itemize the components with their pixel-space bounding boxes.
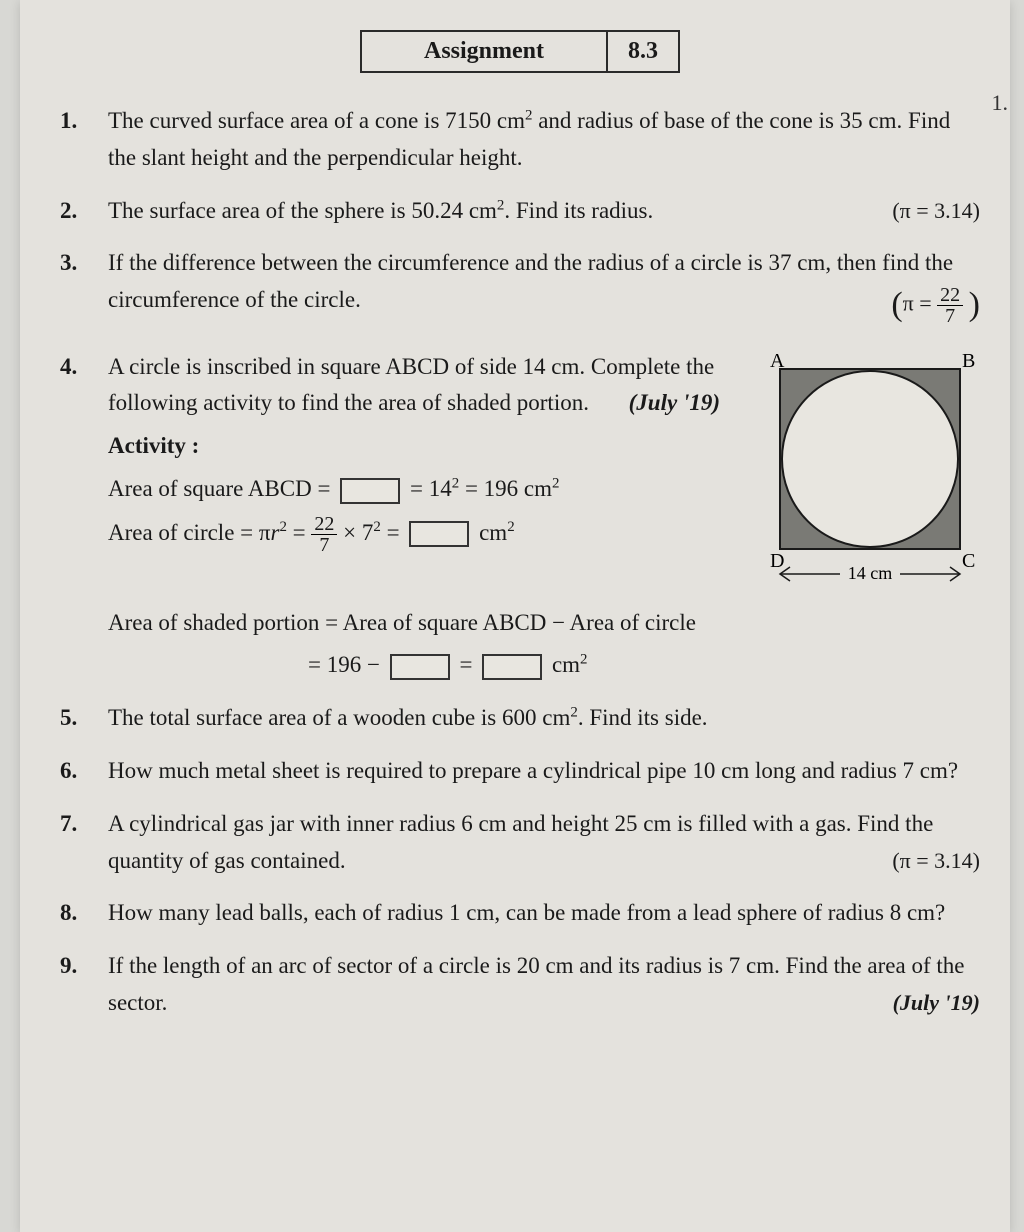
q5-text-b: . Find its side. xyxy=(578,705,708,730)
q4-circ-lab: Area of circle = π xyxy=(108,520,271,545)
q7-pi: (π = 3.14) xyxy=(892,843,980,878)
question-4: A circle is inscribed in square ABCD of … xyxy=(60,349,980,685)
frac-num: 22 xyxy=(937,285,963,306)
frac-den: 7 xyxy=(311,535,337,555)
sup-2: 2 xyxy=(552,475,559,491)
question-8: How many lead balls, each of radius 1 cm… xyxy=(60,895,980,932)
blank-box xyxy=(482,654,542,680)
q4-sq-label: Area of square ABCD = xyxy=(108,476,330,501)
q6-text: How much metal sheet is required to prep… xyxy=(108,758,958,783)
q4-shade-calc: = 196 − = cm2 xyxy=(308,647,980,684)
q9-date: (July '19) xyxy=(893,985,980,1020)
q4-square-eq: Area of square ABCD = = 142 = 196 cm2 xyxy=(108,471,740,508)
sup-2: 2 xyxy=(580,652,587,668)
q3-pi: (π = 22 7 ) xyxy=(891,278,980,332)
q4-shade-a: Area of shaded portion = Area of square … xyxy=(108,605,980,642)
q4-circle-eq: Area of circle = πr2 = 22 7 × 72 = cm2 xyxy=(108,514,740,555)
frac-num: 22 xyxy=(311,514,337,535)
q9-text: If the length of an arc of sector of a c… xyxy=(108,953,964,1015)
q4-shade-c: = xyxy=(459,652,478,677)
sup-2: 2 xyxy=(452,475,459,491)
question-2: The surface area of the sphere is 50.24 … xyxy=(60,193,980,230)
q2-text-a: The surface area of the sphere is 50.24 … xyxy=(108,198,497,223)
fraction-22-7: 22 7 xyxy=(937,285,963,326)
q2-pi: (π = 3.14) xyxy=(892,193,980,228)
sup-2: 2 xyxy=(507,519,514,535)
question-9: If the length of an arc of sector of a c… xyxy=(60,948,980,1022)
question-5: The total surface area of a wooden cube … xyxy=(60,700,980,737)
fraction-22-7: 22 7 xyxy=(311,514,337,555)
q5-text-a: The total surface area of a wooden cube … xyxy=(108,705,570,730)
q4-circ-eq-b: × 7 xyxy=(343,520,373,545)
q4-activity-label: Activity : xyxy=(108,428,740,465)
question-7: A cylindrical gas jar with inner radius … xyxy=(60,806,980,880)
q4-shade-unit: cm xyxy=(552,652,580,677)
assignment-header: Assignment 8.3 xyxy=(360,30,680,73)
assignment-number: 8.3 xyxy=(608,32,678,71)
q4-line1: A circle is inscribed in square ABCD of … xyxy=(108,354,714,416)
svg-text:14 cm: 14 cm xyxy=(848,563,893,583)
q2-text-b: . Find its radius. xyxy=(504,198,653,223)
assignment-label: Assignment xyxy=(362,32,608,71)
margin-note: 1. xyxy=(992,90,1009,116)
q4-text: A circle is inscribed in square ABCD of … xyxy=(108,349,740,555)
frac-den: 7 xyxy=(937,306,963,326)
sup-2: 2 xyxy=(570,705,577,721)
q7-text: A cylindrical gas jar with inner radius … xyxy=(108,811,933,873)
q4-date: (July '19) xyxy=(629,385,720,422)
page: 1. Assignment 8.3 The curved surface are… xyxy=(20,0,1010,1232)
svg-text:C: C xyxy=(962,550,975,572)
question-3: If the difference between the circumfere… xyxy=(60,245,980,332)
q4-sq-val: = 196 cm xyxy=(465,476,552,501)
question-1: The curved surface area of a cone is 715… xyxy=(60,103,980,177)
q1-text-a: The curved surface area of a cone is 715… xyxy=(108,108,525,133)
question-list: The curved surface area of a cone is 715… xyxy=(60,103,980,1022)
sup-2: 2 xyxy=(279,519,286,535)
svg-text:B: B xyxy=(962,350,975,372)
blank-box xyxy=(390,654,450,680)
question-6: How much metal sheet is required to prep… xyxy=(60,753,980,790)
svg-text:D: D xyxy=(770,550,784,572)
q4-sq-eq: = 14 xyxy=(410,476,452,501)
svg-text:A: A xyxy=(770,350,785,372)
sup-2: 2 xyxy=(373,519,380,535)
q4-diagram: A B C D 14 cm xyxy=(760,349,980,599)
q4-shade-b: = 196 − xyxy=(308,652,386,677)
blank-box xyxy=(340,478,400,504)
blank-box xyxy=(409,521,469,547)
q8-text: How many lead balls, each of radius 1 cm… xyxy=(108,900,945,925)
q4-circ-eq-c: = xyxy=(387,520,406,545)
q3-text: If the difference between the circumfere… xyxy=(108,250,953,312)
q4-circ-eq-a: = xyxy=(293,520,312,545)
q4-circ-unit: cm xyxy=(479,520,507,545)
